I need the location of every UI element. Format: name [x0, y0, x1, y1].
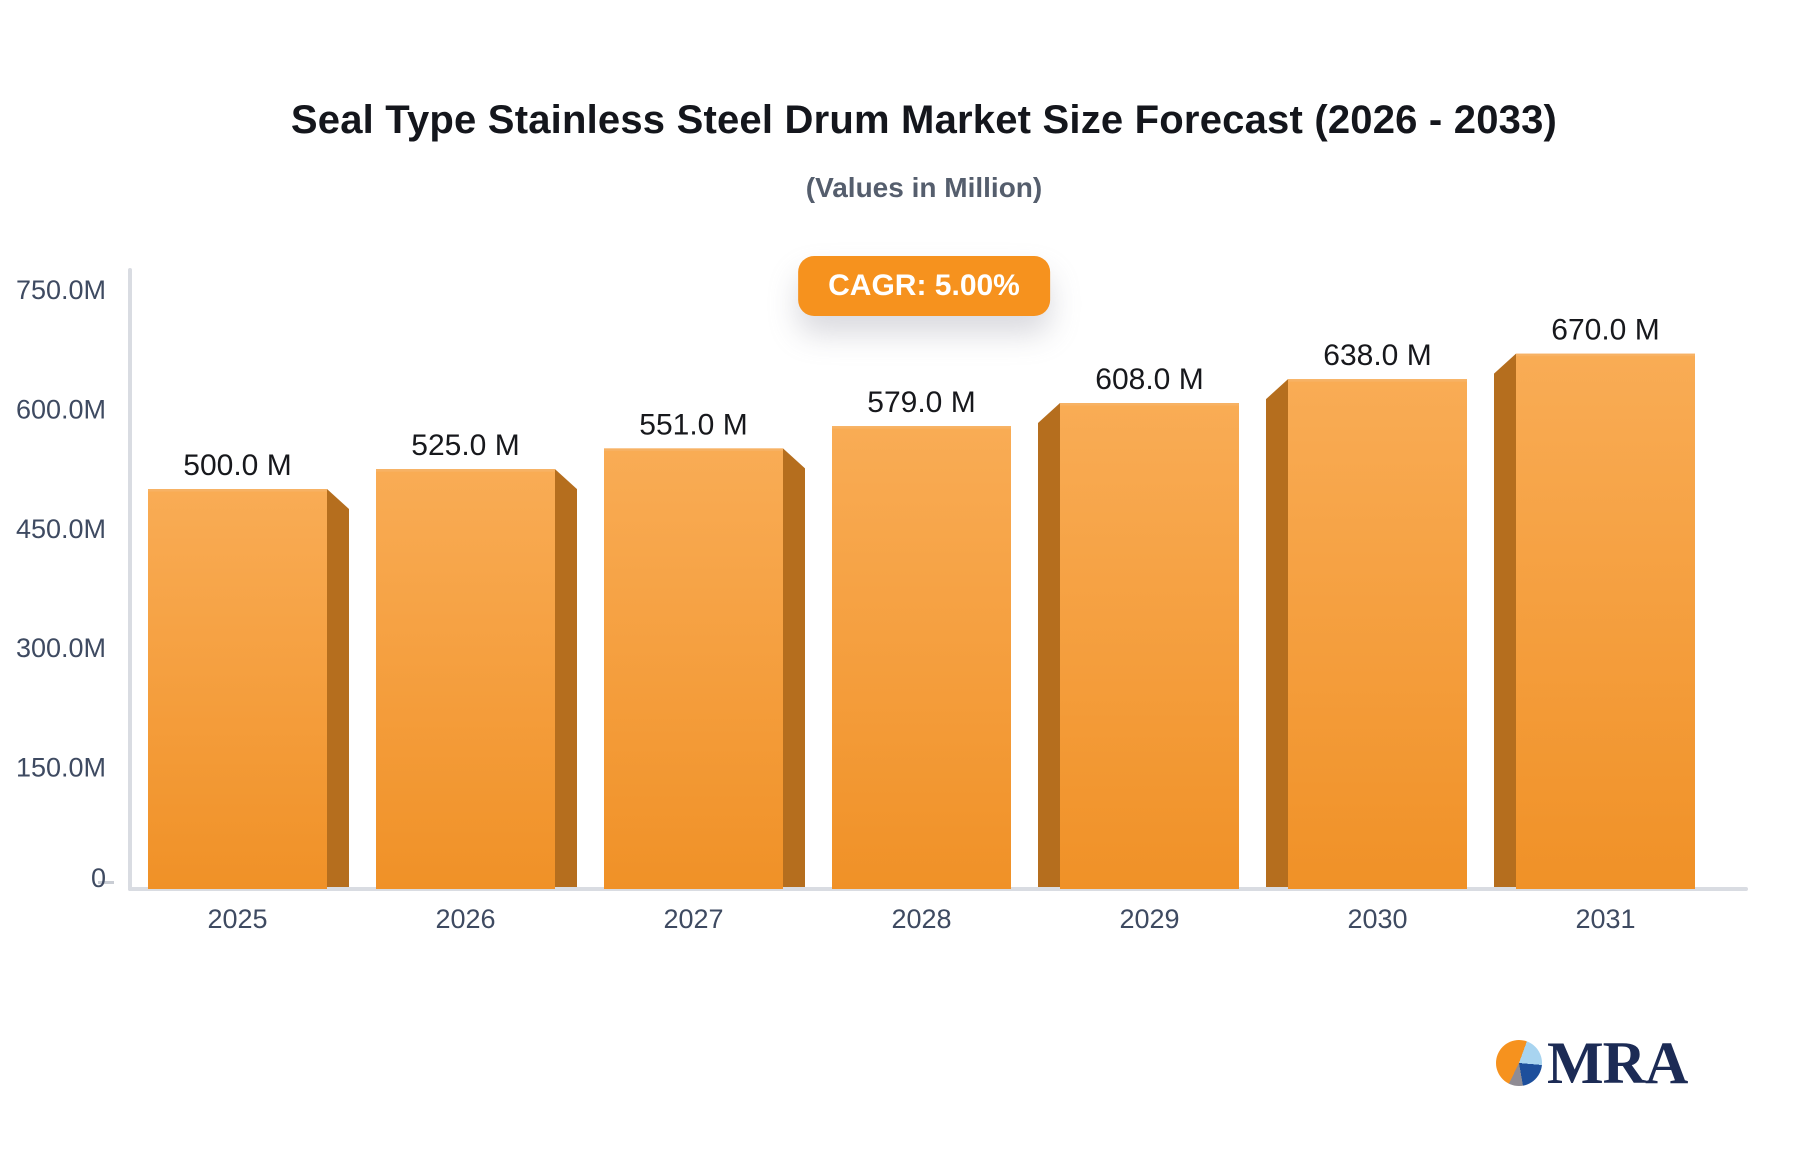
y-tick-label: 150.0M	[16, 753, 106, 783]
x-tick-label: 2028	[891, 904, 951, 934]
bar	[1516, 353, 1695, 889]
bar-top-edge	[1060, 403, 1239, 406]
zero-tick-mark	[98, 881, 114, 884]
bar-top-edge	[1288, 379, 1467, 382]
bar	[1288, 379, 1467, 889]
chart-subtitle: (Values in Million)	[805, 172, 1043, 203]
x-tick-label: 2025	[207, 904, 267, 934]
bar-value-label: 608.0 M	[1095, 363, 1203, 396]
bar-value-label: 579.0 M	[867, 386, 975, 419]
brand-name: MRA	[1547, 1030, 1688, 1096]
y-axis-line	[128, 268, 132, 891]
bar-top-edge	[832, 426, 1011, 429]
x-tick-label: 2027	[663, 904, 723, 934]
bar-chart: 750.0M 600.0M 450.0M 300.0M 150.0M 0 500.0 M 20…	[16, 268, 1748, 934]
x-tick-label: 2031	[1575, 904, 1635, 934]
bar-value-label: 638.0 M	[1323, 339, 1431, 372]
bar-top-edge	[376, 469, 555, 472]
y-tick-label: 300.0M	[16, 633, 106, 663]
bar	[148, 489, 327, 889]
bar-side-face	[1266, 379, 1288, 887]
bar	[1060, 403, 1239, 889]
bar	[376, 469, 555, 889]
bar-value-label: 670.0 M	[1551, 314, 1659, 347]
bar-top-edge	[148, 489, 327, 492]
bar-value-label: 551.0 M	[639, 408, 747, 441]
bar	[832, 426, 1011, 889]
bar-side-face	[1038, 403, 1060, 887]
bar-value-label: 525.0 M	[411, 429, 519, 462]
cagr-badge: CAGR: 5.00%	[798, 256, 1050, 316]
y-tick-label: 450.0M	[16, 514, 106, 544]
bar-side-face	[327, 489, 349, 887]
pie-chart-logo-icon	[1496, 1040, 1542, 1086]
x-tick-label: 2030	[1347, 904, 1407, 934]
bar-value-label: 500.0 M	[183, 449, 291, 482]
x-tick-label: 2029	[1119, 904, 1179, 934]
brand-logo: MRA	[1496, 1030, 1688, 1096]
bar-side-face	[783, 448, 805, 887]
bar-side-face	[555, 469, 577, 887]
x-tick-label: 2026	[435, 904, 495, 934]
y-tick-label: 750.0M	[16, 275, 106, 305]
y-tick-label: 600.0M	[16, 394, 106, 424]
bar-top-edge	[604, 448, 783, 451]
bar-top-edge	[1516, 353, 1695, 357]
chart-title: Seal Type Stainless Steel Drum Market Si…	[290, 98, 1558, 142]
bar-side-face	[1494, 353, 1516, 887]
bar	[604, 448, 783, 889]
y-tick-label: 0	[91, 863, 106, 893]
